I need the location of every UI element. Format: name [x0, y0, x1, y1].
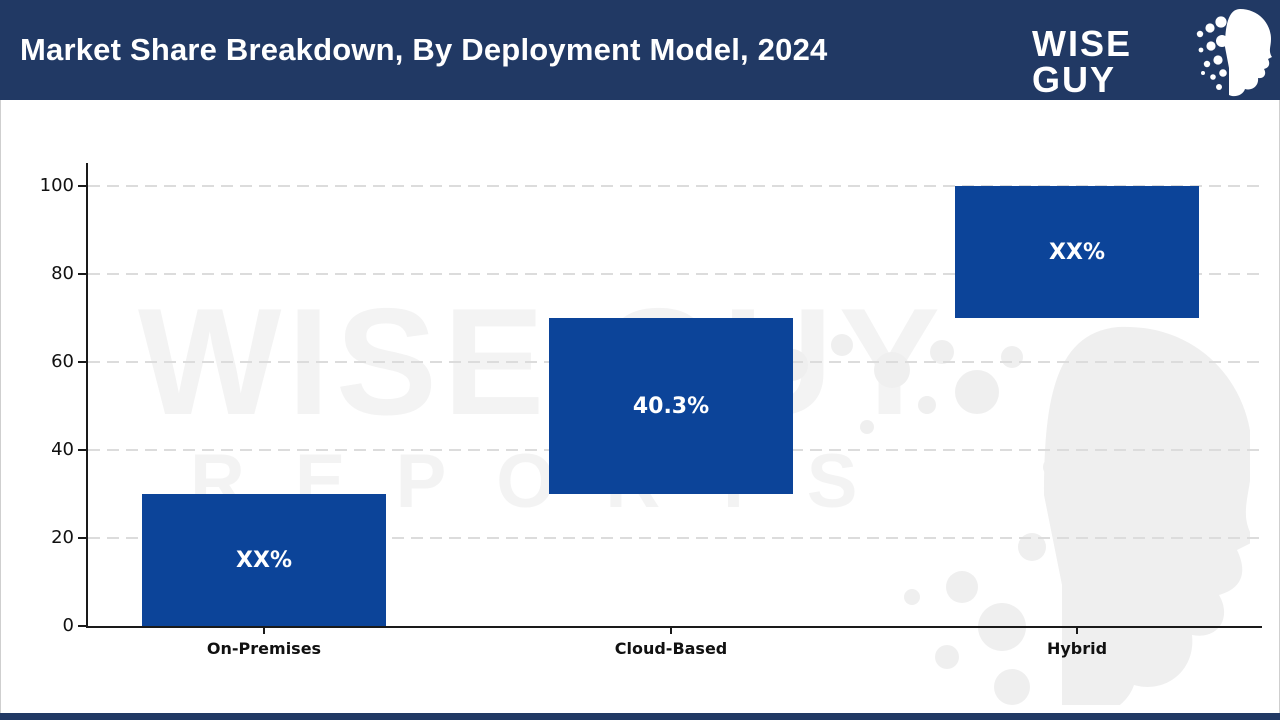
y-tick-mark	[78, 449, 86, 451]
x-tick-mark	[670, 628, 672, 634]
bar-value-label: XX%	[236, 547, 292, 573]
x-tick-mark	[1076, 628, 1078, 634]
logo-head-dots-icon	[1196, 9, 1272, 97]
range-bar: XX%	[955, 186, 1199, 318]
y-tick-mark	[78, 185, 86, 187]
range-bar: XX%	[142, 494, 386, 626]
x-category-label: On-Premises	[206, 639, 322, 658]
gridline	[88, 273, 1262, 275]
y-tick-label: 100	[39, 175, 74, 196]
y-tick-label: 20	[51, 527, 74, 548]
y-tick-mark	[78, 273, 86, 275]
y-tick-mark	[78, 537, 86, 539]
page-title: Market Share Breakdown, By Deployment Mo…	[20, 32, 828, 67]
y-tick-mark	[78, 361, 86, 363]
bar-value-label: XX%	[1049, 239, 1105, 265]
x-category-label: Hybrid	[1046, 639, 1108, 658]
y-axis-line	[86, 163, 88, 628]
y-tick-label: 80	[51, 263, 74, 284]
brand-logo: WISE GUY REPORTS	[1032, 4, 1272, 117]
logo-wordmark: WISE GUY	[1032, 23, 1133, 100]
x-category-label: Cloud-Based	[614, 639, 728, 658]
x-axis-line	[86, 626, 1262, 628]
footer-bar	[0, 713, 1280, 720]
gridline	[88, 185, 1262, 187]
logo-text: WISE GUY REPORTS	[1032, 23, 1206, 118]
gridline	[88, 537, 1262, 539]
y-tick-label: 60	[51, 351, 74, 372]
logo-subtext: REPORTS	[1035, 101, 1183, 117]
y-tick-label: 0	[62, 615, 74, 636]
x-tick-mark	[263, 628, 265, 634]
y-tick-label: 40	[51, 439, 74, 460]
y-tick-mark	[78, 625, 86, 627]
bar-value-label: 40.3%	[632, 393, 710, 419]
range-bar: 40.3%	[549, 318, 793, 494]
chart-header: Market Share Breakdown, By Deployment Mo…	[0, 0, 1280, 117]
